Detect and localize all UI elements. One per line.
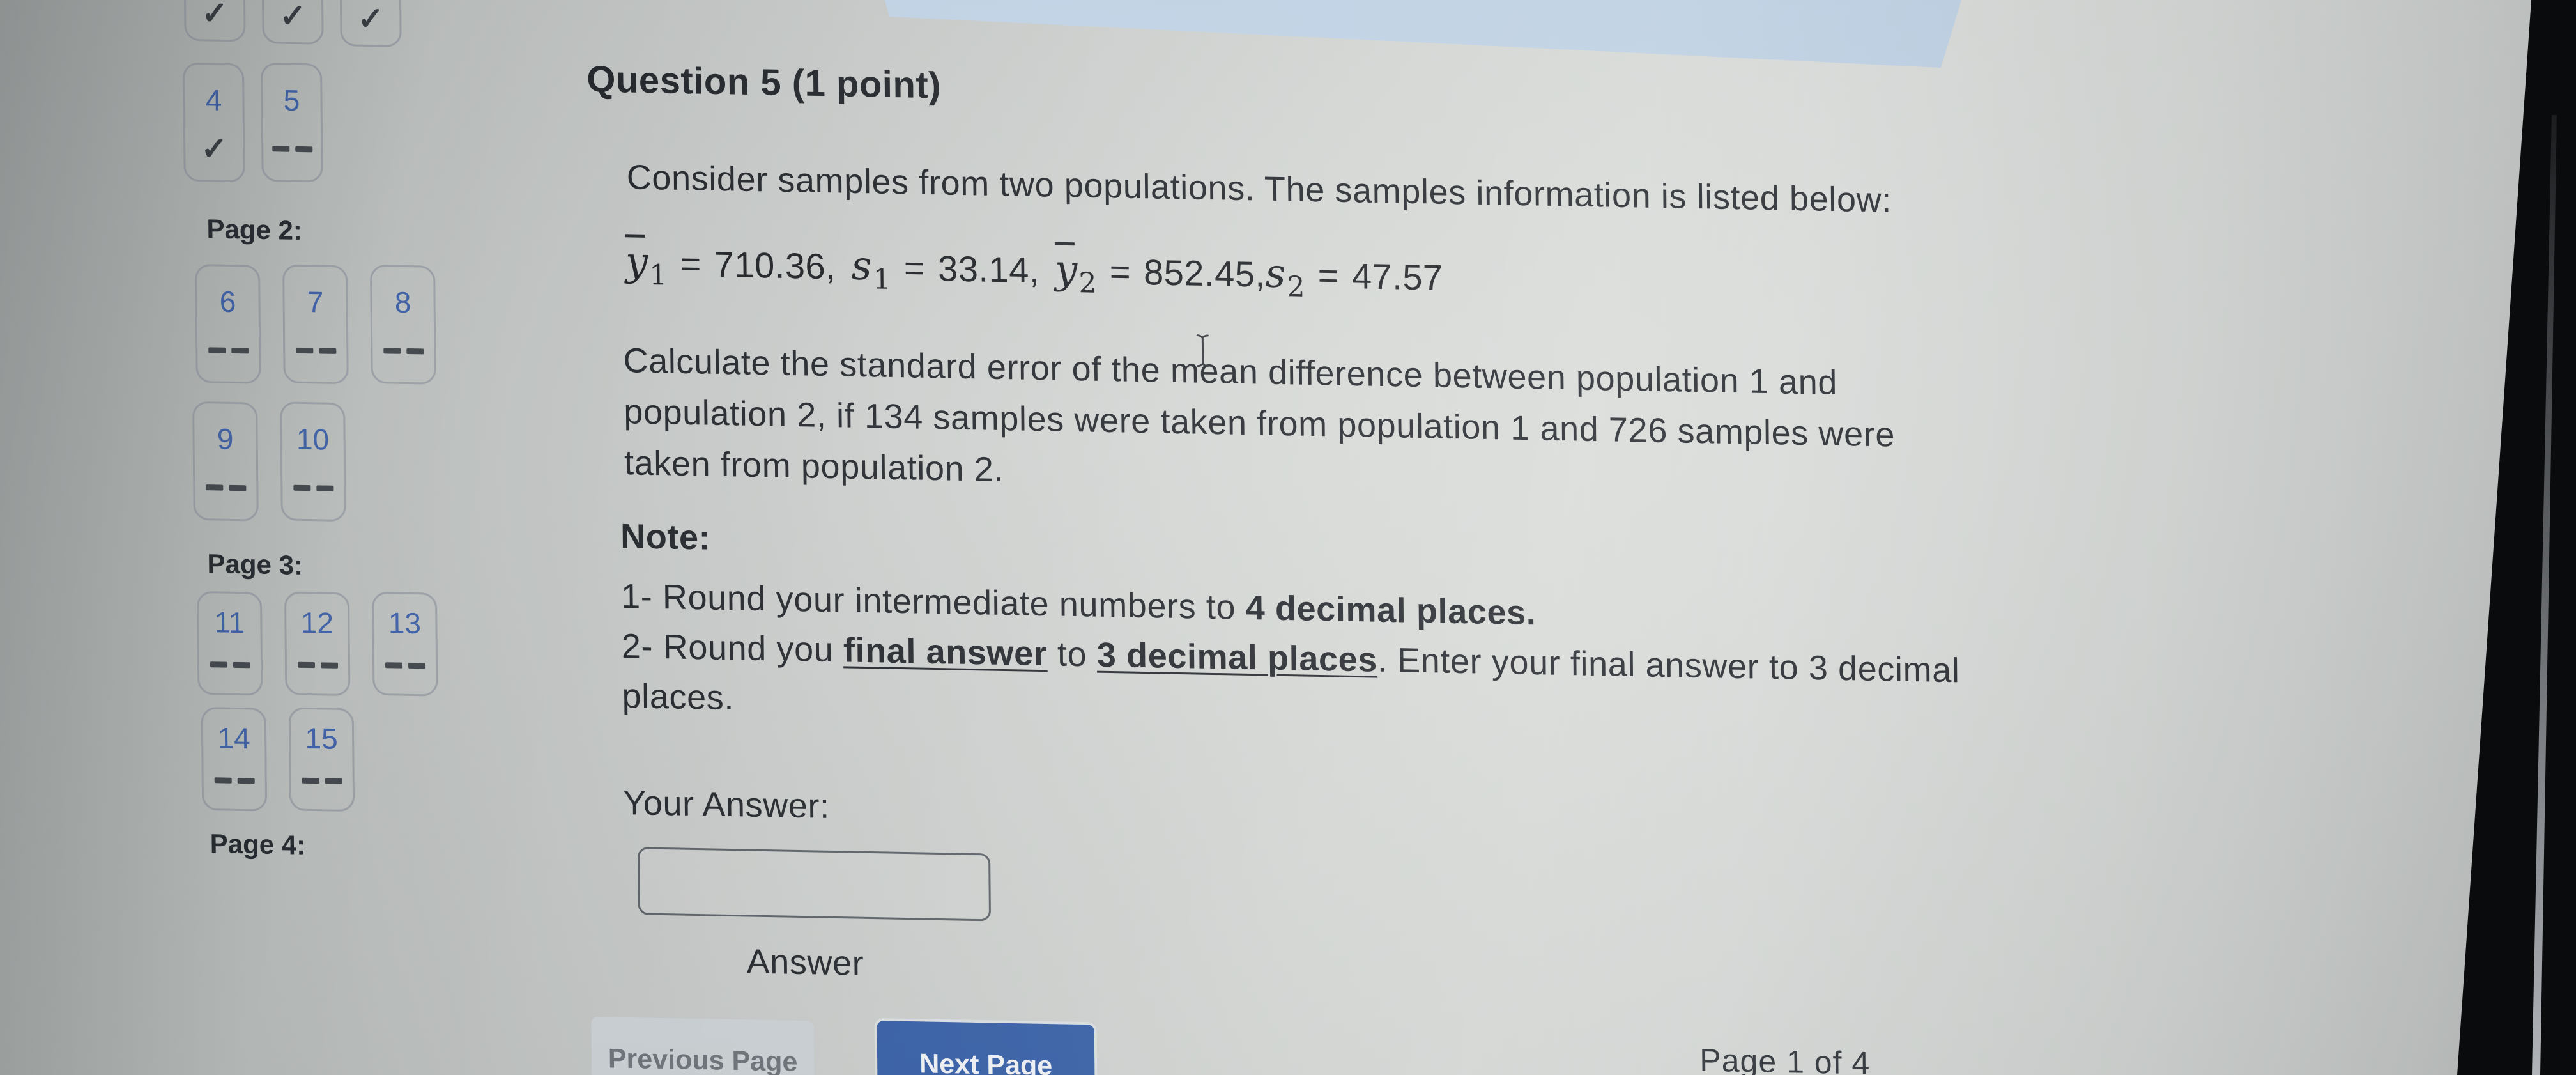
question-nav-button-14[interactable]: 14: [201, 706, 268, 812]
question-number: 15: [305, 721, 338, 755]
note-item-2-underlined: final answer: [843, 631, 1048, 674]
question-number: 6: [219, 284, 236, 319]
question-nav-button-3[interactable]: ✓: [339, 0, 402, 47]
question-number: 4: [205, 83, 222, 117]
unanswered-icon: [210, 648, 250, 681]
sample-statistics-formula: y1 = 710.36, s1 = 33.14, y2 = 852.45,s2 …: [625, 238, 1443, 305]
ybar1-variable: y: [625, 238, 648, 285]
question-body: Calculate the standard error of the mean…: [623, 335, 1896, 511]
note-item-2-text: . Enter your final answer to 3 decimal: [1377, 640, 1960, 690]
text-cursor-icon: [1193, 334, 1212, 372]
question-number: 14: [217, 721, 250, 755]
question-nav-button-5[interactable]: 5: [260, 62, 323, 183]
equals-sign: =: [680, 243, 702, 284]
question-number: 9: [217, 422, 234, 456]
previous-page-button[interactable]: Previous Page: [591, 1016, 815, 1075]
question-intro: Consider samples from two populations. T…: [626, 158, 1892, 220]
s2-value: 47.57: [1351, 256, 1443, 298]
question-nav-button-8[interactable]: 8: [370, 264, 436, 385]
note-item-1-bold: 4 decimal places.: [1245, 588, 1537, 633]
question-nav-button-6[interactable]: 6: [194, 263, 261, 384]
page-section-label-2: Page 2:: [206, 213, 303, 246]
unanswered-icon: [383, 334, 424, 367]
equals-sign: =: [903, 247, 925, 288]
ybar2-variable: y: [1054, 245, 1078, 293]
question-nav-button-4[interactable]: 4 ✓: [182, 62, 245, 183]
question-number: 10: [296, 422, 330, 456]
question-number: 11: [214, 605, 245, 640]
question-number: 7: [307, 285, 324, 319]
answer-input[interactable]: [637, 847, 992, 922]
your-answer-label: Your Answer:: [622, 783, 830, 826]
unanswered-icon: [205, 471, 247, 504]
ybar2-value: 852.45,: [1143, 252, 1266, 295]
unanswered-icon: [385, 649, 425, 681]
note-item-2-text: 2- Round you: [621, 626, 844, 670]
note-section: Note: 1- Round your intermediate numbers…: [620, 511, 1961, 745]
ybar1-value: 710.36,: [714, 244, 836, 287]
question-nav-button-2[interactable]: ✓: [261, 0, 324, 45]
s2-variable: s: [1265, 249, 1286, 297]
page-indicator: Page 1 of 4: [1699, 1042, 1871, 1075]
unanswered-icon: [302, 764, 342, 797]
check-icon: ✓: [279, 0, 307, 35]
s1-variable: s: [851, 242, 872, 290]
question-number: 12: [300, 605, 334, 640]
equals-sign: =: [1109, 251, 1131, 292]
next-page-button[interactable]: Next Page: [877, 1021, 1095, 1075]
question-nav-button-12[interactable]: 12: [284, 591, 351, 697]
unanswered-icon: [214, 764, 255, 796]
subscript: 1: [873, 263, 891, 296]
note-item-2-underlined: 3 decimal places: [1096, 635, 1378, 679]
answer-caption: Answer: [746, 942, 864, 983]
question-number: 5: [283, 83, 300, 118]
check-icon: ✓: [357, 0, 385, 37]
question-nav-button-15[interactable]: 15: [288, 707, 355, 812]
question-nav-button-1[interactable]: ✓: [183, 0, 246, 42]
note-item-1-text: 1- Round your intermediate numbers to: [620, 576, 1246, 627]
check-icon: ✓: [201, 130, 228, 167]
page-section-label-4: Page 4:: [210, 828, 306, 860]
subscript: 2: [1078, 267, 1097, 300]
question-nav-sidebar: ✓ ✓ ✓ 4 ✓ 5 Page 2:: [0, 0, 2531, 860]
question-nav-button-11[interactable]: 11: [196, 591, 263, 696]
question-nav-button-13[interactable]: 13: [371, 591, 438, 697]
page-section-label-3: Page 3:: [207, 548, 303, 580]
unanswered-icon: [293, 472, 334, 504]
note-item-2-text: to: [1047, 635, 1098, 674]
question-number: 8: [394, 285, 411, 320]
question-nav-button-10[interactable]: 10: [280, 401, 346, 522]
question-number: 13: [388, 606, 422, 640]
check-icon: ✓: [201, 0, 229, 32]
equals-sign: =: [1317, 255, 1339, 296]
question-nav-button-7[interactable]: 7: [282, 264, 349, 385]
subscript: 1: [649, 258, 668, 292]
unanswered-icon: [272, 132, 313, 165]
unanswered-icon: [208, 334, 249, 366]
subscript: 2: [1287, 270, 1305, 304]
unanswered-icon: [297, 649, 338, 681]
s1-value: 33.14,: [937, 248, 1040, 291]
question-title: Question 5 (1 point): [586, 58, 942, 107]
question-nav-button-9[interactable]: 9: [192, 401, 259, 522]
unanswered-icon: [295, 334, 337, 367]
